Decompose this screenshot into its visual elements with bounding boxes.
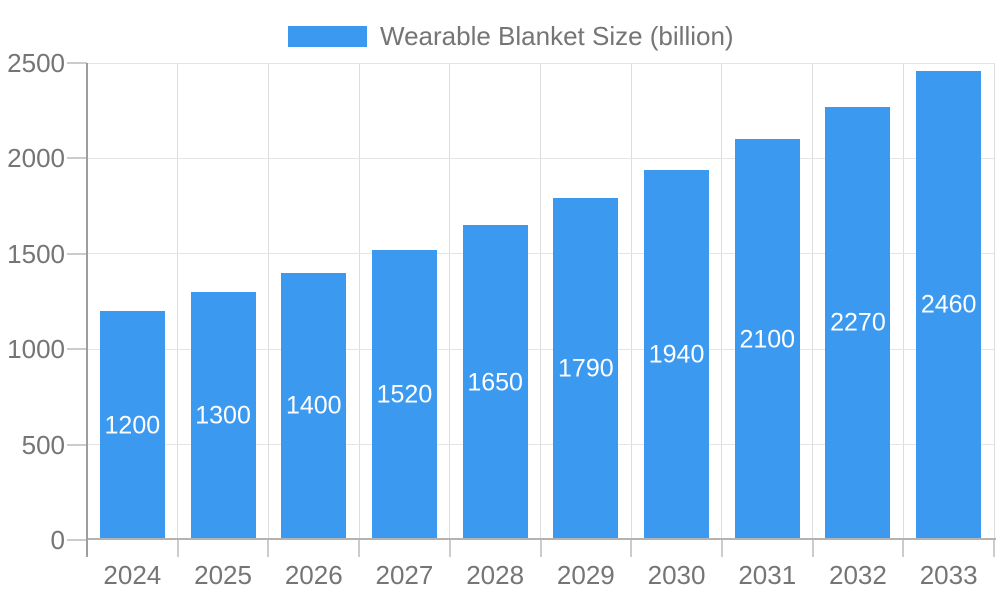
horizontal-gridline bbox=[87, 253, 994, 255]
bar[interactable]: 1940 bbox=[644, 169, 710, 540]
bar-value-label: 1940 bbox=[648, 340, 705, 369]
y-axis-tick-label: 1000 bbox=[7, 334, 65, 365]
vertical-gridline bbox=[358, 63, 360, 540]
bar-value-label: 1300 bbox=[195, 401, 251, 430]
bar-value-label: 1400 bbox=[285, 391, 342, 420]
bar[interactable]: 2270 bbox=[825, 106, 891, 540]
y-axis-tick-label: 0 bbox=[50, 525, 65, 555]
vertical-gridline bbox=[812, 63, 814, 540]
x-axis-line bbox=[86, 538, 996, 540]
x-axis-tick bbox=[993, 540, 995, 557]
bar-value-label: 1520 bbox=[376, 380, 433, 409]
legend-swatch bbox=[288, 26, 367, 47]
y-axis-tick-label: 1500 bbox=[7, 238, 65, 269]
x-axis-tick-label: 2026 bbox=[284, 560, 343, 590]
x-axis-tick bbox=[448, 540, 451, 557]
x-axis-tick-label: 2033 bbox=[919, 560, 978, 590]
vertical-gridline bbox=[177, 63, 179, 540]
x-axis-tick bbox=[630, 540, 633, 557]
bar[interactable]: 1520 bbox=[371, 249, 437, 540]
vertical-gridline bbox=[449, 63, 451, 540]
bar-value-label: 2460 bbox=[920, 290, 977, 319]
legend: Wearable Blanket Size (billion) bbox=[288, 21, 734, 52]
horizontal-gridline bbox=[87, 444, 994, 446]
horizontal-gridline bbox=[87, 348, 994, 350]
x-axis-tick bbox=[539, 540, 542, 557]
bar[interactable]: 2460 bbox=[916, 70, 982, 540]
bar-value-label: 2100 bbox=[739, 325, 796, 354]
y-axis-tick bbox=[67, 157, 87, 160]
x-axis-tick bbox=[267, 540, 270, 557]
horizontal-gridline bbox=[87, 157, 994, 159]
x-axis-tick-label: 2030 bbox=[647, 560, 706, 590]
y-axis-tick-label: 500 bbox=[21, 429, 65, 460]
x-axis-tick bbox=[176, 540, 179, 557]
vertical-gridline bbox=[993, 63, 995, 540]
bar[interactable]: 1200 bbox=[99, 311, 165, 540]
y-axis-tick bbox=[67, 252, 87, 255]
x-axis-tick-label: 2028 bbox=[466, 560, 525, 590]
x-axis-tick bbox=[811, 540, 814, 557]
vertical-gridline bbox=[540, 63, 541, 540]
y-axis-tick-label: 2500 bbox=[7, 48, 65, 78]
x-axis-tick-label: 2027 bbox=[375, 560, 434, 590]
x-axis-tick bbox=[902, 540, 905, 557]
x-axis-tick-label: 2025 bbox=[194, 560, 252, 590]
x-axis-tick-label: 2031 bbox=[738, 560, 797, 590]
bar-value-label: 1200 bbox=[104, 411, 161, 439]
y-axis-tick bbox=[67, 539, 87, 541]
y-axis-line bbox=[86, 63, 88, 557]
bar-value-label: 1650 bbox=[467, 368, 523, 397]
bar[interactable]: 1790 bbox=[553, 198, 619, 540]
x-axis-tick-label: 2032 bbox=[829, 560, 887, 590]
bar[interactable]: 1400 bbox=[281, 272, 347, 540]
y-axis-tick bbox=[67, 62, 87, 64]
x-axis-tick-label: 2024 bbox=[103, 560, 162, 590]
bar[interactable]: 1650 bbox=[462, 225, 528, 540]
y-axis-tick-label: 2000 bbox=[7, 143, 65, 174]
vertical-gridline bbox=[630, 63, 632, 540]
bar-value-label: 1790 bbox=[558, 354, 614, 383]
y-axis-tick bbox=[67, 348, 87, 351]
bar[interactable]: 1300 bbox=[190, 291, 256, 540]
y-axis-tick bbox=[67, 443, 87, 446]
x-axis-tick-label: 2029 bbox=[556, 560, 615, 590]
vertical-gridline bbox=[267, 63, 269, 540]
bar-value-label: 2270 bbox=[830, 308, 886, 337]
horizontal-gridline bbox=[87, 62, 994, 64]
x-axis-tick bbox=[358, 540, 361, 557]
vertical-gridline bbox=[721, 63, 723, 540]
x-axis-tick bbox=[720, 540, 723, 557]
bar[interactable]: 2100 bbox=[734, 139, 800, 540]
vertical-gridline bbox=[902, 63, 904, 540]
legend-label: Wearable Blanket Size (billion) bbox=[380, 21, 734, 51]
